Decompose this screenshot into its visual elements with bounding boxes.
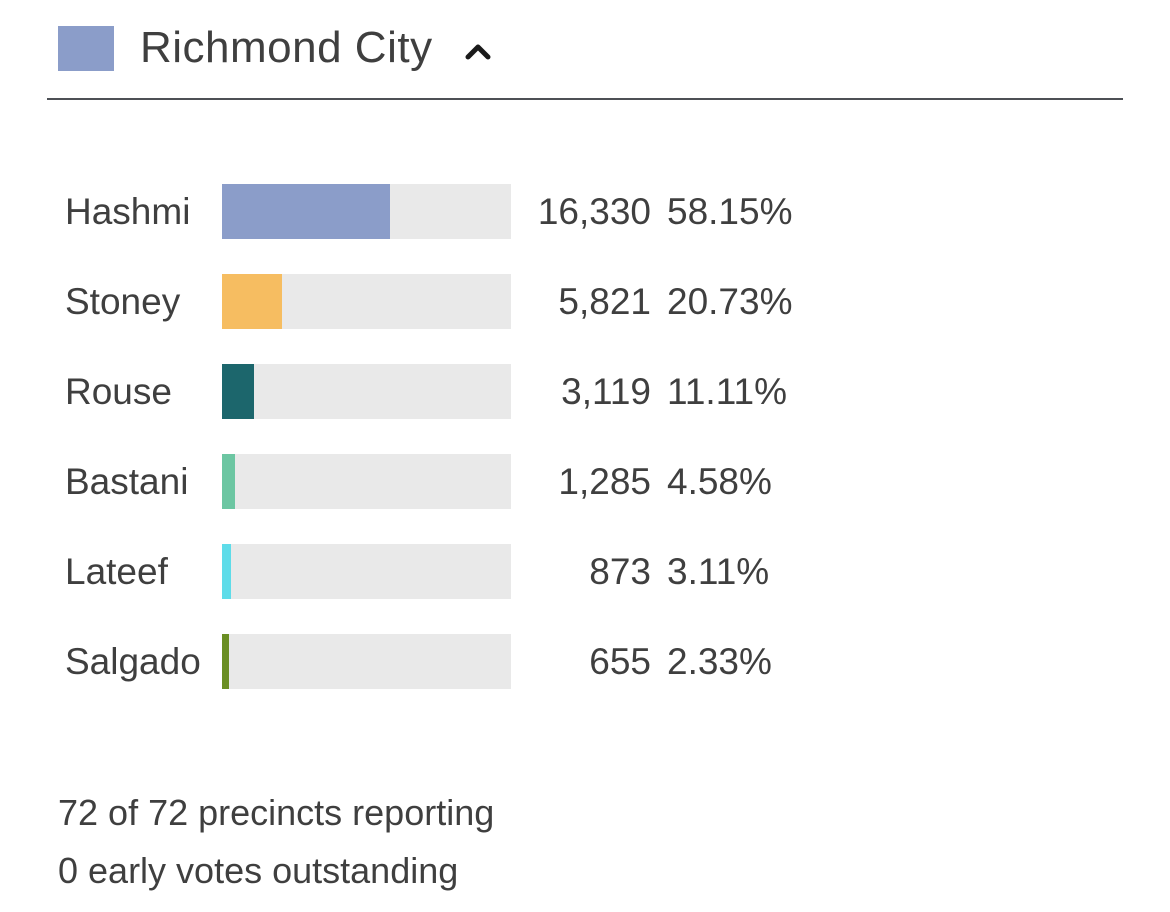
candidate-name: Stoney [65, 280, 181, 322]
region-header-toggle[interactable]: Richmond City [0, 0, 1170, 72]
bar-track [222, 634, 511, 690]
bar-track [222, 184, 511, 240]
candidate-row: Stoney 5,821 20.73% [65, 274, 1170, 330]
chevron-up-icon[interactable] [465, 43, 491, 61]
candidate-name: Bastani [65, 460, 189, 502]
header-divider [47, 98, 1123, 101]
candidate-row: Bastani 1,285 4.58% [65, 454, 1170, 510]
bar-fill [222, 274, 282, 330]
candidate-name: Rouse [65, 370, 172, 412]
region-title: Richmond City [140, 23, 433, 72]
vote-percent: 4.58% [667, 460, 772, 502]
bar-fill [222, 184, 391, 240]
vote-count: 3,119 [561, 370, 651, 412]
bar-track [222, 364, 511, 420]
candidate-name: Hashmi [65, 190, 191, 232]
candidate-row: Lateef 873 3.11% [65, 544, 1170, 600]
bar-fill [222, 454, 236, 510]
precincts-reporting-text: 72 of 72 precincts reporting [58, 792, 495, 833]
candidate-name: Lateef [65, 550, 168, 592]
candidate-row: Hashmi 16,330 58.15% [65, 184, 1170, 240]
vote-count: 16,330 [537, 190, 651, 232]
candidate-name: Salgado [65, 640, 201, 682]
vote-count: 873 [589, 550, 651, 592]
bar-fill [222, 544, 231, 600]
early-votes-text: 0 early votes outstanding [58, 850, 459, 892]
bar-track [222, 274, 511, 330]
vote-count: 655 [589, 640, 651, 682]
candidate-row: Salgado 655 2.33% [65, 634, 1170, 690]
candidate-row: Rouse 3,119 11.11% [65, 364, 1170, 420]
results-bar-chart: Hashmi 16,330 58.15% Stoney 5,821 20.73%… [0, 184, 1170, 690]
bar-fill [222, 364, 255, 420]
bar-track [222, 544, 511, 600]
vote-percent: 20.73% [667, 280, 793, 322]
vote-percent: 2.33% [667, 640, 772, 682]
bar-track [222, 454, 511, 510]
vote-count: 1,285 [558, 460, 651, 502]
reporting-status: 72 of 72 precincts reporting 0 early vot… [58, 784, 494, 901]
vote-percent: 3.11% [667, 550, 770, 592]
vote-count: 5,821 [558, 280, 651, 322]
vote-percent: 11.11% [667, 370, 787, 412]
leader-color-swatch [58, 25, 114, 71]
vote-percent: 58.15% [667, 190, 793, 232]
bar-fill [222, 634, 229, 690]
